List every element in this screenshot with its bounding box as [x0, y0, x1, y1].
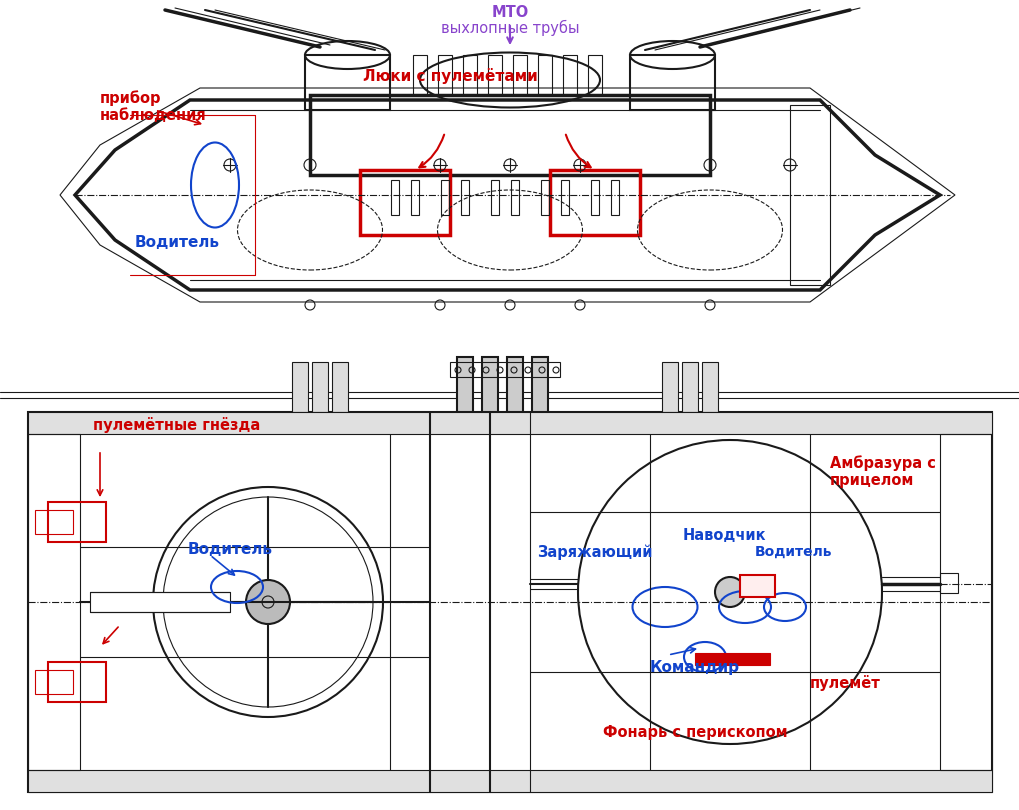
- Bar: [701, 362, 717, 412]
- Bar: [331, 362, 347, 412]
- Text: пулемётные гнёзда: пулемётные гнёзда: [93, 417, 260, 433]
- Text: прибор
наблюдения: прибор наблюдения: [100, 90, 207, 123]
- Text: пулемёт: пулемёт: [809, 675, 880, 691]
- Text: Командир: Командир: [649, 660, 739, 675]
- Bar: [532, 357, 547, 412]
- Bar: [490, 180, 498, 215]
- Bar: [28, 434, 79, 770]
- Bar: [790, 105, 829, 285]
- Bar: [940, 573, 957, 593]
- Bar: [549, 170, 639, 235]
- Bar: [694, 653, 769, 665]
- Bar: [661, 362, 678, 412]
- Text: Водитель: Водитель: [754, 545, 832, 559]
- Bar: [449, 362, 559, 377]
- Bar: [90, 592, 229, 612]
- Text: Амбразура с
прицелом: Амбразура с прицелом: [829, 455, 935, 488]
- Bar: [457, 357, 473, 412]
- Bar: [506, 357, 523, 412]
- Bar: [739, 575, 774, 597]
- Bar: [562, 55, 577, 95]
- Bar: [28, 412, 991, 792]
- Text: выхлопные трубы: выхлопные трубы: [440, 20, 579, 36]
- Bar: [310, 95, 709, 175]
- Text: Люки с пулемётами: Люки с пулемётами: [363, 68, 537, 84]
- Bar: [28, 770, 991, 792]
- Text: МТО: МТО: [491, 5, 528, 20]
- Bar: [630, 55, 714, 110]
- Bar: [487, 55, 501, 95]
- Bar: [48, 662, 106, 702]
- Bar: [511, 180, 519, 215]
- Bar: [413, 55, 427, 95]
- Bar: [513, 55, 527, 95]
- Text: Наводчик: Наводчик: [683, 528, 765, 543]
- Circle shape: [714, 577, 744, 607]
- Bar: [35, 510, 73, 534]
- Bar: [28, 412, 991, 434]
- Bar: [540, 180, 548, 215]
- Bar: [590, 180, 598, 215]
- Bar: [560, 180, 569, 215]
- Bar: [682, 362, 697, 412]
- Bar: [305, 55, 389, 110]
- Bar: [291, 362, 308, 412]
- Bar: [48, 502, 106, 542]
- Bar: [437, 55, 451, 95]
- Text: Водитель: Водитель: [187, 542, 273, 557]
- Bar: [482, 357, 497, 412]
- Bar: [390, 180, 398, 215]
- Text: Водитель: Водитель: [135, 235, 220, 250]
- Circle shape: [246, 580, 289, 624]
- Bar: [461, 180, 469, 215]
- Bar: [312, 362, 328, 412]
- Bar: [360, 170, 449, 235]
- Bar: [940, 434, 991, 770]
- Bar: [463, 55, 477, 95]
- Bar: [537, 55, 551, 95]
- Text: Фонарь с перископом: Фонарь с перископом: [602, 725, 787, 740]
- Bar: [587, 55, 601, 95]
- Bar: [440, 180, 448, 215]
- Bar: [35, 670, 73, 694]
- Text: Заряжающий: Заряжающий: [537, 545, 652, 561]
- Bar: [610, 180, 619, 215]
- Bar: [411, 180, 419, 215]
